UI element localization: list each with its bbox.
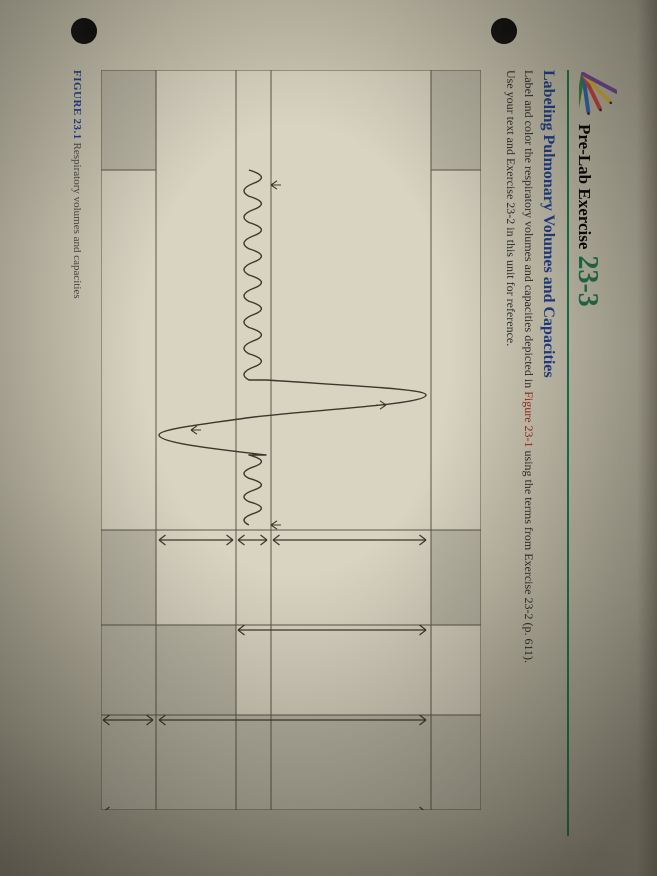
subheading: Labeling Pulmonary Volumes and Capacitie… [539,70,557,836]
exercise-number: 23-3 [571,255,603,306]
instr-post: using the terms from Exercise 23-2 (p. 6… [522,448,536,664]
figure-caption-label: FIGURE [71,70,83,116]
page-top-shadow [637,0,657,876]
page: Pre-Lab Exercise 23-3 Labeling Pulmonary… [0,0,657,876]
content: Pre-Lab Exercise 23-3 Labeling Pulmonary… [71,70,617,836]
pencil-fan-icon [579,70,617,118]
instr-pre: Label and color the respiratory volumes … [522,70,536,391]
header-line: Pre-Lab Exercise 23-3 [571,70,617,836]
figure-caption-number: 23.1 [71,119,83,140]
spirogram-svg [101,70,481,810]
instruction-line-1: Label and color the respiratory volumes … [521,70,537,836]
instruction-line-2: Use your text and Exercise 23-2 in this … [503,70,519,836]
figure-caption: FIGURE 23.1 Respiratory volumes and capa… [71,70,83,836]
spirogram-diagram [101,70,481,810]
header-rule [567,70,569,836]
punch-hole [71,18,97,44]
prelab-label: Pre-Lab Exercise [574,124,594,249]
figure-caption-text: Respiratory volumes and capacities [71,143,83,299]
figure-reference: Figure 23-1 [522,391,536,447]
punch-hole [491,18,517,44]
